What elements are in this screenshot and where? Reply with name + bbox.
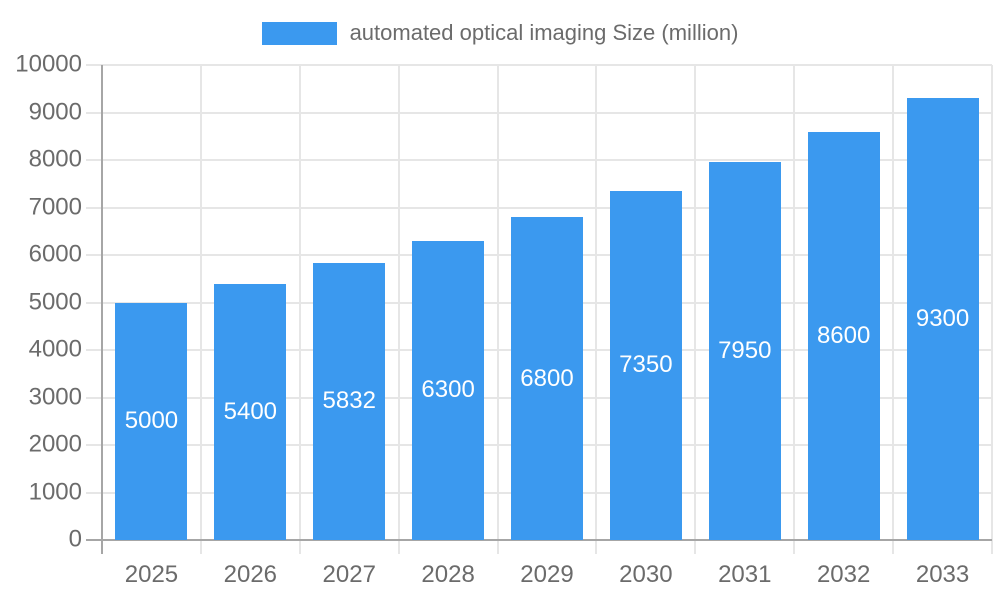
x-gridline — [892, 65, 895, 554]
x-axis-line — [86, 539, 992, 541]
bar — [708, 162, 781, 540]
y-axis-line — [101, 65, 103, 554]
bar-value-label: 8600 — [816, 321, 871, 349]
legend: automated optical imaging Size (million) — [0, 20, 1000, 46]
x-tick-label: 2030 — [619, 561, 673, 588]
bar — [511, 217, 583, 540]
bar — [313, 262, 386, 540]
bar-value-label: 7350 — [619, 351, 673, 379]
bar-value-label: 6800 — [520, 364, 574, 392]
bar-value-label: 7950 — [718, 337, 772, 365]
y-tick-label: 1000 — [28, 477, 82, 505]
y-tick-label: 3000 — [28, 382, 82, 410]
y-tick-label: 5000 — [28, 287, 82, 315]
y-gridline — [86, 111, 992, 114]
x-gridline — [199, 65, 202, 554]
x-tick-label: 2032 — [816, 561, 871, 588]
x-tick-label: 2025 — [124, 561, 179, 588]
x-gridline — [298, 65, 301, 554]
bar — [115, 302, 188, 540]
y-tick-label: 9000 — [28, 97, 82, 125]
x-tick-label: 2026 — [223, 561, 278, 588]
y-tick-label: 2000 — [28, 430, 82, 458]
bar — [906, 98, 979, 540]
y-gridline — [86, 206, 992, 209]
x-gridline — [397, 65, 400, 554]
x-gridline — [595, 65, 598, 554]
x-gridline — [991, 65, 993, 554]
y-tick-label: 0 — [68, 525, 82, 553]
y-tick-label: 7000 — [28, 192, 82, 220]
bar — [609, 190, 682, 540]
x-gridline — [694, 65, 697, 554]
bar — [412, 240, 485, 540]
x-tick-label: 2029 — [520, 561, 574, 588]
bar-value-label: 5832 — [322, 387, 376, 415]
legend-swatch — [261, 21, 337, 45]
x-tick-label: 2033 — [915, 561, 970, 588]
bar — [807, 131, 880, 540]
legend-label: automated optical imaging Size (million) — [349, 20, 739, 45]
y-tick-label: 4000 — [28, 335, 82, 363]
bar-value-label: 5400 — [223, 397, 278, 425]
y-tick-label: 6000 — [28, 240, 82, 268]
x-tick-label: 2031 — [718, 561, 772, 588]
y-gridline — [86, 159, 992, 161]
bar-value-label: 6300 — [421, 376, 475, 404]
bar-value-label: 9300 — [915, 305, 970, 333]
y-tick-label: 8000 — [28, 145, 82, 173]
y-gridline — [86, 64, 992, 66]
x-tick-label: 2028 — [421, 561, 475, 588]
x-gridline — [496, 65, 499, 554]
bar — [214, 283, 287, 540]
x-tick-label: 2027 — [322, 561, 376, 588]
bar-value-label: 5000 — [124, 407, 179, 435]
x-gridline — [793, 65, 796, 554]
y-tick-label: 10000 — [15, 50, 82, 78]
